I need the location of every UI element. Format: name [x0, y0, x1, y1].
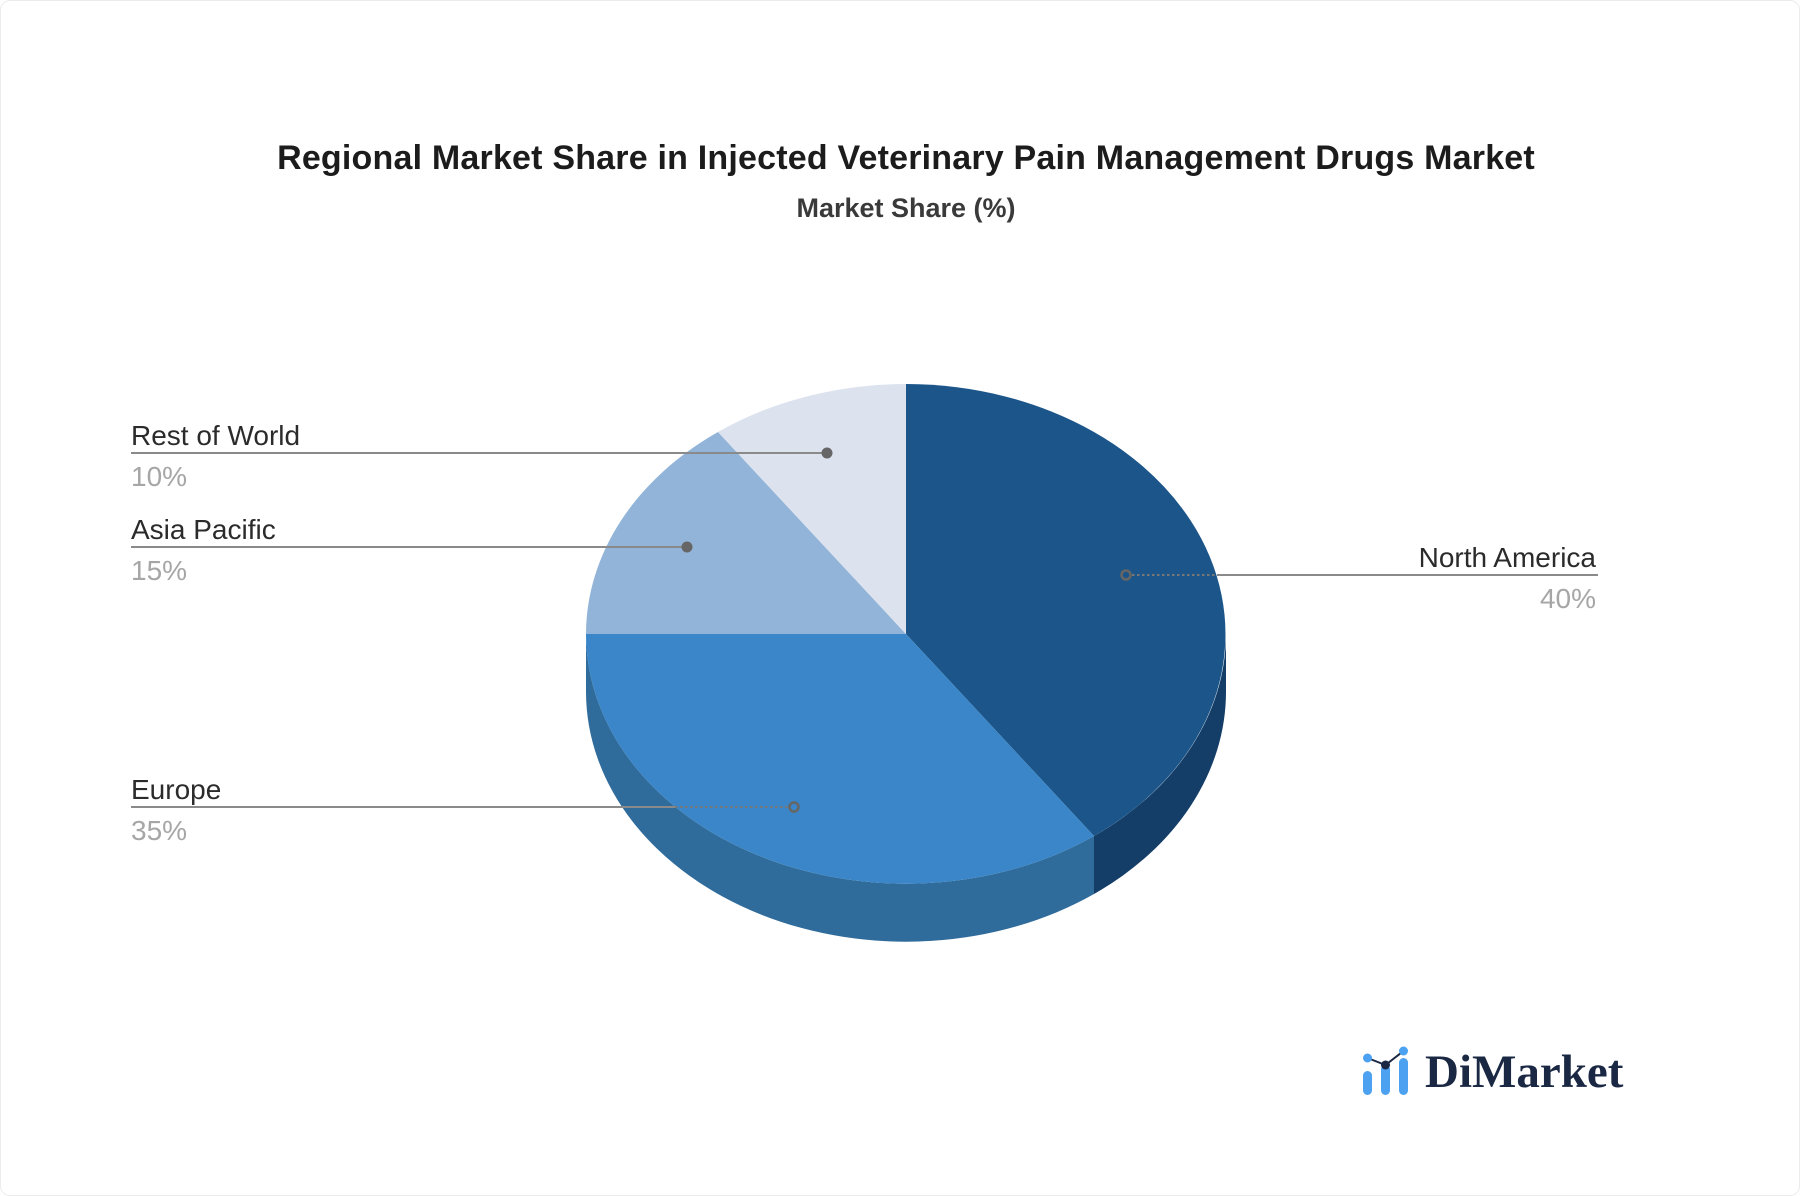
brand-logo: DiMarket	[1361, 1037, 1641, 1107]
pie-slice-north-america[interactable]	[906, 384, 1226, 836]
slice-percent: 40%	[1539, 583, 1596, 614]
callout-asia-pacific: Asia Pacific	[131, 516, 276, 544]
pie-side-europe	[586, 634, 1094, 942]
pie-slice-rest-of-world[interactable]	[718, 384, 906, 634]
slice-percent: 10%	[131, 461, 188, 492]
slice-label: Europe	[131, 774, 222, 805]
callout-asia-pacific-pct: 15%	[131, 557, 187, 585]
callout-north-america-pct: 40%	[1540, 585, 1596, 613]
callout-rest-of-world: Rest of World	[131, 422, 300, 450]
brand-bars-icon	[1363, 1046, 1408, 1095]
slice-percent: 35%	[131, 815, 188, 846]
callout-europe-pct: 35%	[131, 817, 187, 845]
leader-dot-north-america	[1120, 569, 1132, 581]
pie-slice-europe[interactable]	[586, 634, 1094, 884]
pie-slice-asia-pacific[interactable]	[586, 432, 906, 634]
slice-percent: 15%	[131, 555, 188, 586]
slice-label: Asia Pacific	[131, 514, 276, 545]
slice-label: North America	[1418, 542, 1596, 573]
callout-rest-of-world-pct: 10%	[131, 463, 187, 491]
leader-dot-europe	[788, 801, 800, 813]
chart-title: Regional Market Share in Injected Veteri…	[277, 139, 1535, 177]
pie-side-north-america	[1094, 634, 1226, 894]
leader-dot-asia-pacific	[681, 541, 693, 553]
brand-name: DiMarket	[1425, 1045, 1624, 1098]
slice-label: Rest of World	[131, 420, 301, 451]
callout-north-america: North America	[1419, 544, 1596, 572]
callout-europe: Europe	[131, 776, 221, 804]
leader-dot-rest-of-world	[821, 447, 833, 459]
chart-subtitle: Market Share (%)	[796, 193, 1016, 223]
